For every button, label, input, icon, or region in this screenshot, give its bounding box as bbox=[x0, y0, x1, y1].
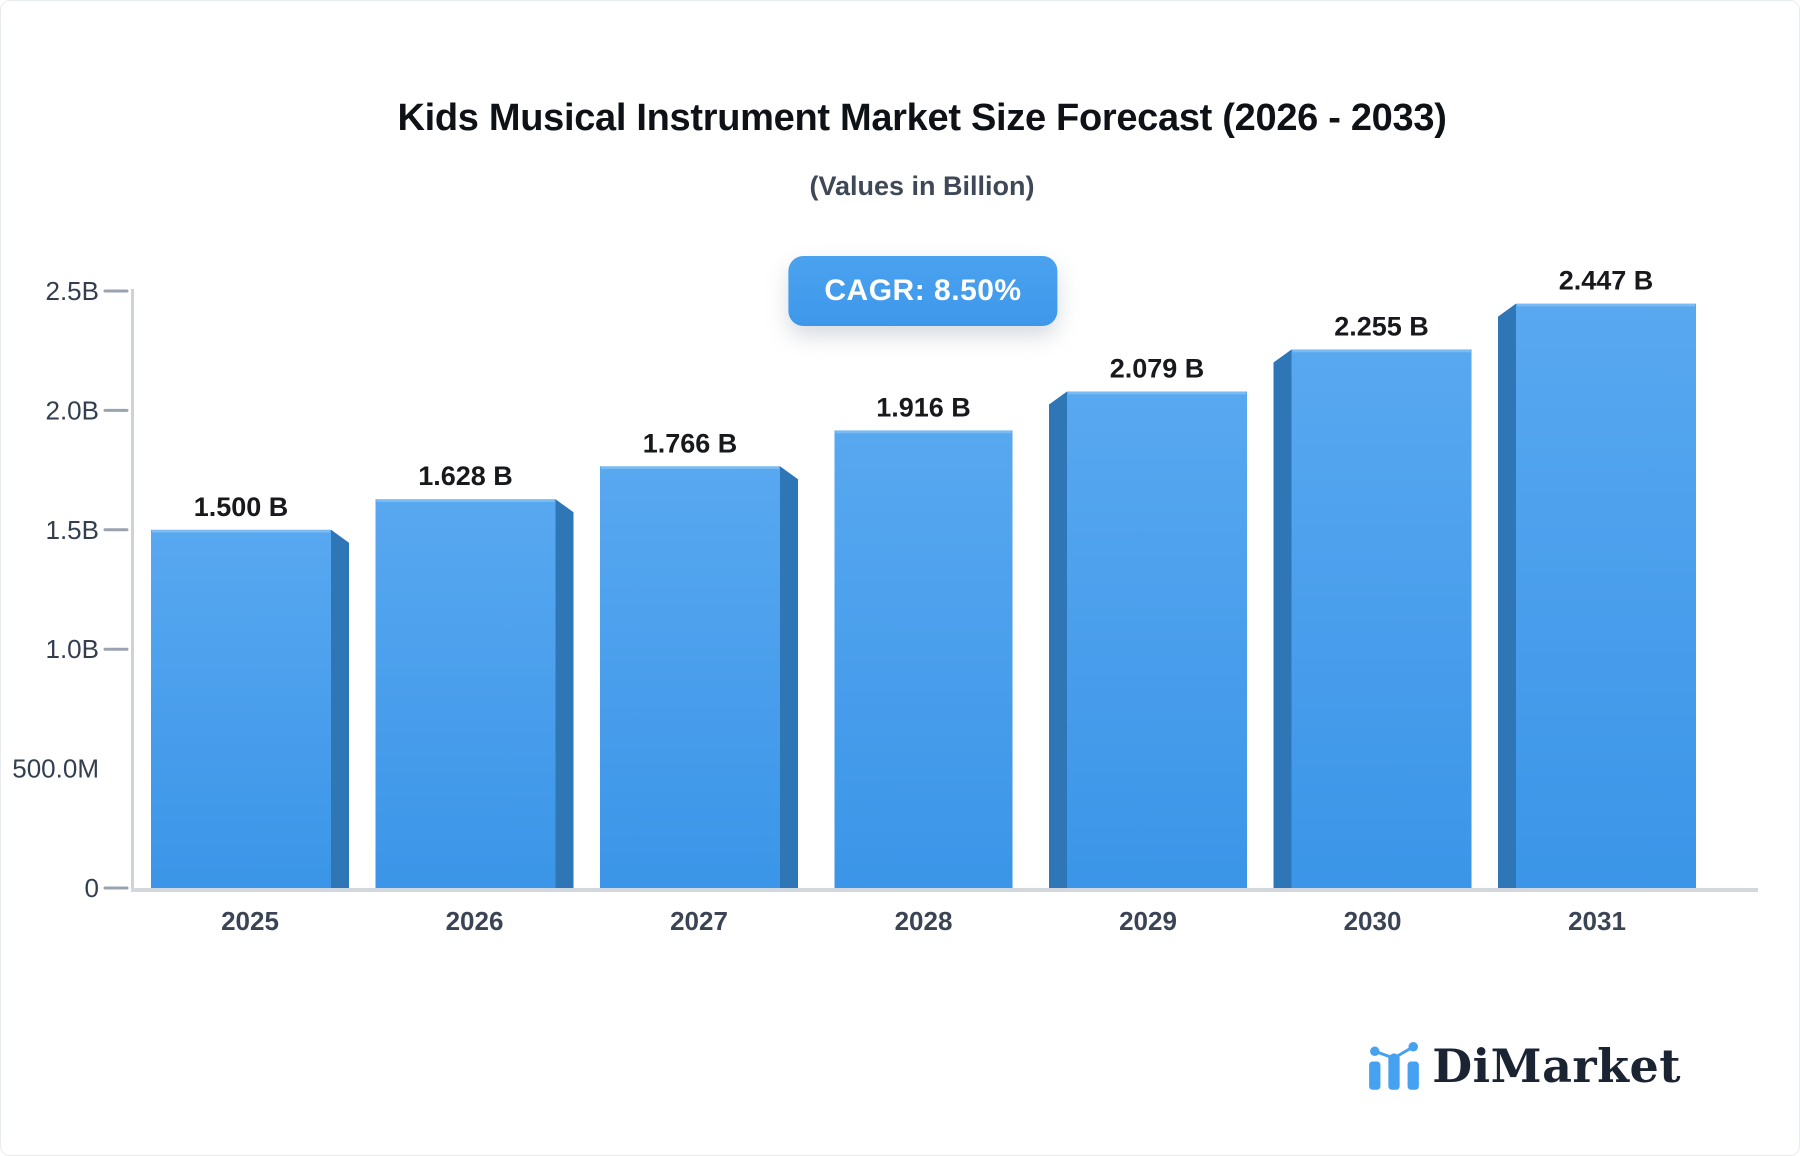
bar-value-label: 2.255 B bbox=[1334, 312, 1429, 342]
chart-subtitle: (Values in Billion) bbox=[809, 171, 1035, 201]
cagr-badge-label: CAGR: 8.50% bbox=[824, 274, 1022, 307]
bar-value-label: 1.916 B bbox=[876, 392, 971, 422]
bar-side-face bbox=[1273, 349, 1292, 889]
x-tick-label: 2031 bbox=[1568, 906, 1626, 936]
bar-2026 bbox=[375, 499, 556, 888]
bar-2030 bbox=[1291, 349, 1472, 889]
y-tick-label: 2.0B bbox=[46, 395, 100, 425]
bar-side-face bbox=[1498, 303, 1516, 889]
bar-side-face bbox=[555, 499, 574, 888]
y-tick-label: 0 bbox=[85, 873, 99, 903]
bar-value-label: 1.500 B bbox=[194, 492, 289, 522]
x-tick-label: 2027 bbox=[670, 906, 728, 936]
bar-2029 bbox=[1067, 391, 1247, 888]
bar-2031 bbox=[1516, 303, 1696, 889]
y-tick-label: 2.5B bbox=[46, 276, 100, 306]
y-tick-label: 1.0B bbox=[46, 634, 100, 664]
bar-value-label: 2.079 B bbox=[1110, 354, 1205, 384]
bar-value-label: 2.447 B bbox=[1559, 266, 1654, 296]
bar-value-label: 1.628 B bbox=[418, 461, 513, 491]
bar-2025 bbox=[151, 529, 331, 888]
dimarket-bars-icon bbox=[1369, 1042, 1420, 1090]
bar-2028 bbox=[834, 430, 1013, 888]
brand-name: DiMarket bbox=[1432, 1039, 1681, 1093]
x-tick-label: 2028 bbox=[895, 906, 953, 936]
brand-logo: DiMarket bbox=[1368, 1039, 1681, 1093]
bar-value-label: 1.766 B bbox=[643, 428, 738, 458]
x-tick-label: 2030 bbox=[1344, 906, 1402, 936]
x-tick-label: 2025 bbox=[221, 906, 279, 936]
y-tick-label: 500.0M bbox=[12, 754, 99, 784]
y-tick-label: 1.5B bbox=[46, 515, 100, 545]
bar-side-face bbox=[331, 529, 349, 888]
chart-title: Kids Musical Instrument Market Size Fore… bbox=[397, 97, 1447, 139]
bar-2027 bbox=[600, 466, 780, 888]
bar-side-face bbox=[1049, 391, 1067, 888]
x-tick-label: 2026 bbox=[446, 906, 504, 936]
cagr-badge: CAGR: 8.50% bbox=[788, 256, 1058, 326]
x-tick-label: 2029 bbox=[1119, 906, 1177, 936]
bar-side-face bbox=[780, 466, 798, 888]
